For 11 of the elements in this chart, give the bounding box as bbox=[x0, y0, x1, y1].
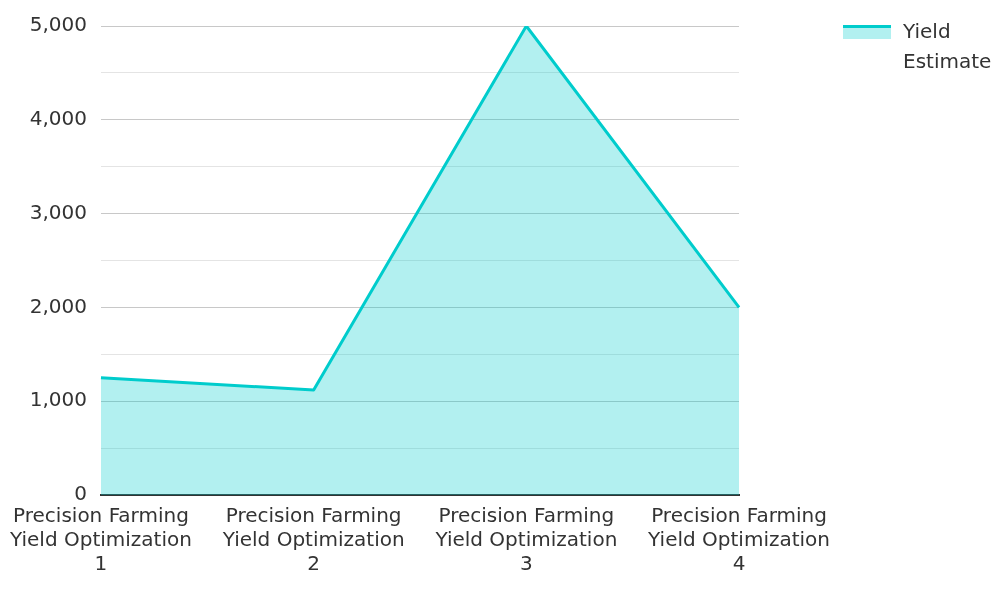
y-tick-label: 4,000 bbox=[29, 106, 87, 130]
y-tick-label: 5,000 bbox=[29, 12, 87, 37]
x-tick-label: Precision Farming Yield Optimization 1 bbox=[9, 503, 192, 576]
x-tick-label: Precision Farming Yield Optimization 3 bbox=[434, 503, 618, 576]
y-tick-label: 3,000 bbox=[29, 199, 87, 224]
x-tick-label: Precision Farming Yield Optimization 2 bbox=[221, 503, 405, 576]
x-tick-label: Precision Farming Yield Optimization 4 bbox=[647, 503, 830, 576]
y-tick-label: 0 bbox=[74, 481, 87, 506]
legend-label: Yield Estimate bbox=[903, 18, 993, 75]
y-tick-label: 1,000 bbox=[29, 387, 87, 412]
y-tick-label: 2,000 bbox=[29, 293, 87, 318]
